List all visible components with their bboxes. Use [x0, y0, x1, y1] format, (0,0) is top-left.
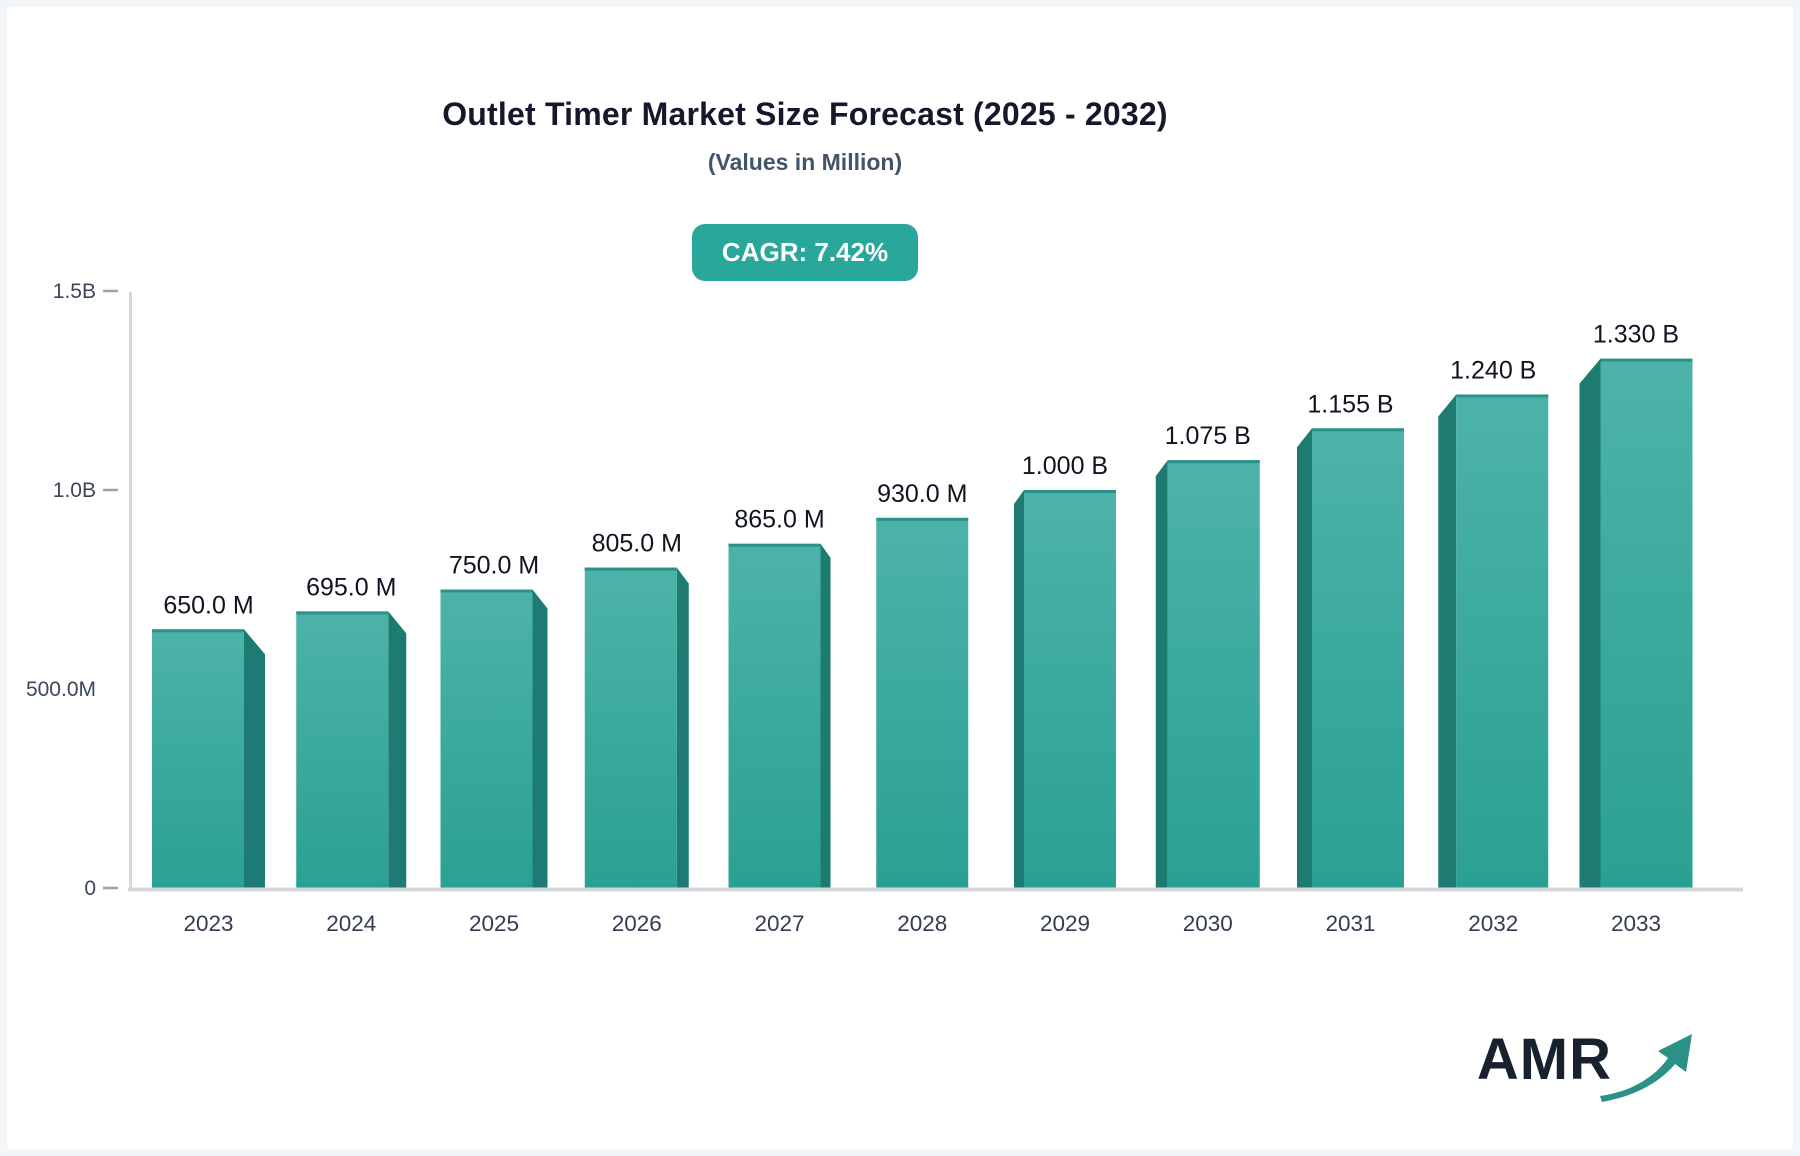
- year-label: 2028: [897, 911, 947, 936]
- bar-side-2023: [244, 629, 265, 888]
- bar-value-label: 750.0 M: [449, 552, 539, 580]
- bar-side-2030: [1155, 460, 1168, 888]
- bar-top-edge: [296, 611, 389, 615]
- amr-logo-text: AMR: [1476, 1027, 1612, 1092]
- bar-value-label: 865.0 M: [734, 506, 824, 534]
- bar-value-label: 930.0 M: [877, 480, 967, 508]
- bar-side-2031: [1297, 428, 1312, 888]
- bar-value-label: 805.0 M: [592, 530, 682, 558]
- bar-side-2032: [1438, 394, 1457, 888]
- year-label: 2032: [1468, 911, 1518, 936]
- bar-side-2029: [1014, 490, 1024, 888]
- year-label: 2033: [1611, 911, 1661, 936]
- y-tick-label: 500.0M: [26, 678, 96, 701]
- year-label: 2023: [183, 911, 233, 936]
- bar-side-2025: [532, 589, 548, 888]
- bar-2025: [440, 589, 533, 888]
- bar-value-label: 1.240 B: [1450, 356, 1536, 384]
- bar-2024: [296, 611, 389, 888]
- year-label: 2029: [1040, 911, 1090, 936]
- bar-2028: [876, 517, 969, 888]
- bar-top-edge: [152, 629, 244, 633]
- bar-2032: [1456, 394, 1549, 888]
- bar-value-label: 1.155 B: [1307, 390, 1393, 418]
- chart-header: Outlet Timer Market Size Forecast (2025 …: [0, 0, 1610, 176]
- bar-value-label: 1.330 B: [1593, 321, 1679, 349]
- bar-2030: [1167, 460, 1260, 888]
- bar-side-2026: [676, 567, 689, 888]
- bar-top-edge: [876, 517, 969, 521]
- bar-top-edge: [440, 589, 533, 593]
- year-label: 2027: [754, 911, 804, 936]
- bar-top-edge: [1456, 394, 1549, 398]
- bar-2031: [1312, 428, 1404, 888]
- bar-side-2027: [820, 543, 831, 888]
- bar-side-2033: [1579, 358, 1601, 888]
- bar-top-edge: [728, 543, 821, 547]
- bar-2023: [152, 629, 244, 888]
- bar-2026: [584, 567, 677, 888]
- year-label: 2030: [1183, 911, 1233, 936]
- year-label: 2025: [469, 911, 519, 936]
- bar-top-edge: [1024, 490, 1116, 493]
- amr-logo: AMR: [1477, 1028, 1696, 1110]
- bar-top-edge: [584, 567, 677, 571]
- year-label: 2026: [612, 911, 662, 936]
- bar-2029: [1024, 490, 1116, 888]
- y-tick-label: 1.0B: [53, 479, 96, 502]
- y-tick-label: 0: [84, 877, 96, 900]
- bar-top-edge: [1600, 358, 1693, 362]
- bar-top-edge: [1312, 428, 1404, 432]
- bar-top-edge: [1167, 460, 1260, 464]
- bar-side-2024: [388, 611, 407, 888]
- year-label: 2031: [1325, 911, 1375, 936]
- bar-value-label: 1.000 B: [1022, 452, 1108, 480]
- year-label: 2024: [326, 911, 376, 936]
- y-tick-label: 1.5B: [53, 280, 96, 303]
- chart-subtitle: (Values in Million): [707, 149, 903, 175]
- bar-2033: [1600, 358, 1693, 888]
- bar-2027: [728, 543, 821, 888]
- cagr-badge-wrap: CAGR: 7.42%: [0, 224, 1610, 281]
- bar-value-label: 650.0 M: [163, 591, 253, 619]
- bar-value-label: 695.0 M: [306, 573, 396, 601]
- amr-logo-arrow-icon: [1600, 1034, 1692, 1102]
- chart-title: Outlet Timer Market Size Forecast (2025 …: [442, 96, 1168, 132]
- cagr-badge: CAGR: 7.42%: [691, 224, 919, 281]
- bar-value-label: 1.075 B: [1165, 422, 1251, 450]
